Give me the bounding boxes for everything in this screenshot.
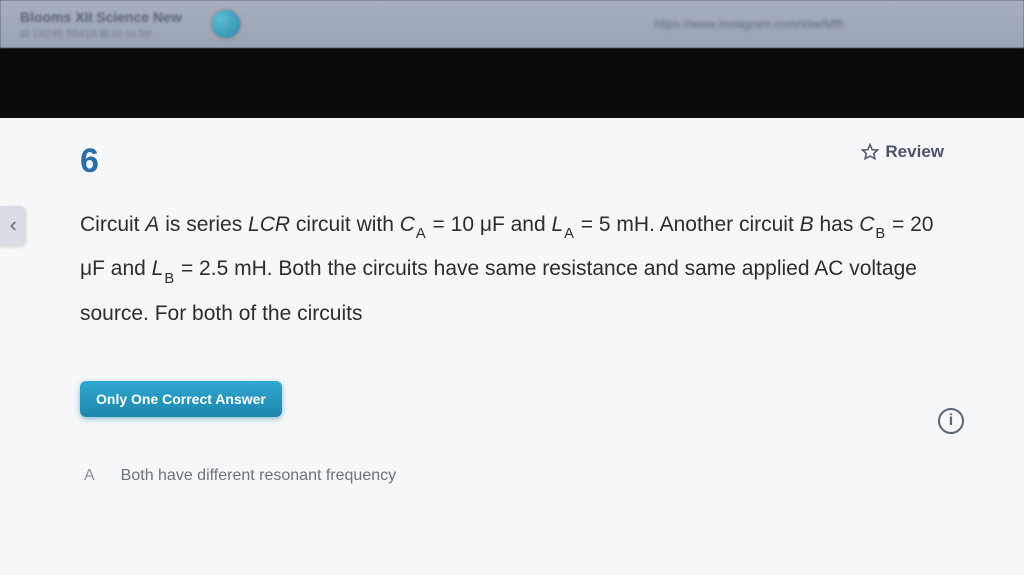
answer-mode-pill: Only One Correct Answer [80,381,282,417]
prev-question-button[interactable] [0,206,26,246]
answer-letter: A [84,467,95,485]
avatar-circle-icon [212,10,240,38]
answer-list: A Both have different resonant frequency [80,467,944,485]
qtext-frag: = 5 mH. Another circuit [575,213,800,236]
tab-title: Blooms XII Science New [20,9,182,25]
info-icon: i [949,412,953,430]
tab-info: Blooms XII Science New at 19246 56418 ⊠ … [20,9,182,40]
qtext-sub: B [164,271,174,287]
qtext-sub: A [564,226,574,242]
question-number: 6 [80,142,99,181]
address-url: https://www.instagram.com/xiiw/Mfh [654,17,844,31]
qtext-var: A [145,213,159,236]
qtext-sub: A [416,226,426,242]
qtext-var: LCR [248,213,290,236]
qtext-frag: Circuit [80,213,145,236]
answer-option[interactable]: A Both have different resonant frequency [84,467,944,485]
review-label: Review [885,142,944,162]
qtext-var: B [800,213,814,236]
question-content: 6 Review Circuit A is series LCR circuit… [0,118,1024,485]
qtext-frag: circuit with [290,213,400,236]
question-card: 6 Review Circuit A is series LCR circuit… [0,118,1024,575]
qtext-var: C [859,213,874,236]
question-header-row: 6 Review [80,142,944,181]
info-button[interactable]: i [938,408,964,434]
question-text: Circuit A is series LCR circuit with CA … [80,203,944,335]
review-button[interactable]: Review [861,142,944,162]
answer-text: Both have different resonant frequency [121,467,396,485]
qtext-frag: = 10 μF and [427,213,552,236]
qtext-var: L [551,213,563,236]
chevron-left-icon [6,219,20,233]
qtext-var: L [152,257,164,280]
qtext-var: C [400,213,415,236]
tab-subtitle: at 19246 56418 ⊠ xii cs for [20,27,182,40]
browser-header-blur: Blooms XII Science New at 19246 56418 ⊠ … [0,0,1024,48]
qtext-frag: has [814,213,860,236]
divider-bar [0,48,1024,118]
qtext-frag: is series [159,213,248,236]
qtext-frag: = 2.5 mH. Both the circuits have same re… [80,257,917,324]
star-outline-icon [861,143,879,161]
qtext-sub: B [875,226,885,242]
